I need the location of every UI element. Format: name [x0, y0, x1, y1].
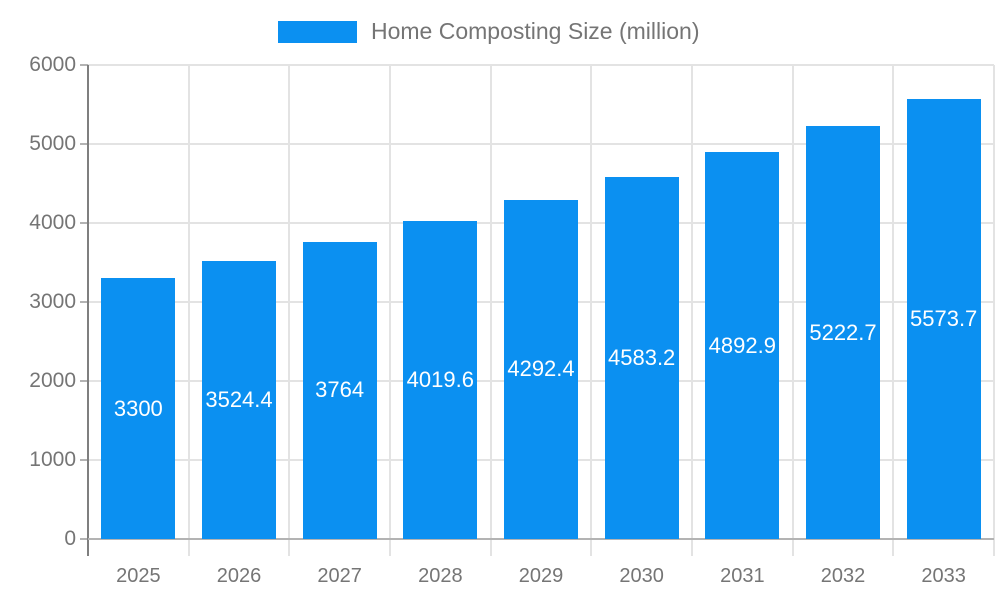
x-tick-mark [791, 539, 794, 556]
x-gridline [892, 65, 895, 539]
y-axis-line [87, 65, 89, 556]
x-tick-mark [993, 539, 995, 556]
x-tick-mark [389, 539, 391, 556]
x-gridline [489, 65, 492, 539]
x-tick-mark [288, 539, 291, 556]
y-tick-mark [80, 538, 88, 540]
legend-label: Home Composting Size (million) [371, 18, 700, 44]
y-tick-mark [80, 222, 88, 224]
x-gridline [791, 65, 794, 539]
x-tick-label: 2027 [317, 565, 362, 587]
y-tick-label: 6000 [29, 53, 76, 76]
y-gridline [88, 64, 994, 66]
y-tick-label: 5000 [29, 132, 76, 155]
y-tick-label: 0 [64, 527, 76, 550]
x-gridline [187, 65, 190, 539]
y-tick-label: 2000 [29, 369, 76, 392]
x-tick-mark [892, 539, 895, 556]
x-gridline [993, 65, 995, 539]
bar-2030[interactable] [604, 176, 679, 539]
x-gridline [288, 65, 291, 539]
y-tick-mark [80, 143, 88, 145]
bar-2029[interactable] [504, 199, 578, 539]
x-tick-mark [590, 539, 593, 556]
x-tick-label: 2032 [820, 565, 866, 587]
bar-2032[interactable] [806, 126, 880, 539]
legend-item[interactable]: Home Composting Size (million) [278, 18, 700, 45]
y-gridline [88, 143, 994, 145]
x-gridline [389, 65, 391, 539]
x-tick-mark [489, 539, 492, 556]
x-tick-label: 2025 [116, 565, 161, 587]
bar-2031[interactable] [705, 152, 780, 539]
bar-2026[interactable] [202, 260, 276, 539]
y-tick-mark [80, 459, 88, 461]
x-axis-baseline [88, 538, 994, 540]
legend-swatch [278, 20, 357, 43]
x-tick-label: 2033 [921, 565, 966, 587]
y-tick-label: 4000 [29, 211, 76, 234]
x-tick-mark [691, 539, 693, 556]
x-gridline [691, 65, 693, 539]
x-tick-label: 2029 [518, 565, 564, 587]
y-tick-mark [80, 64, 88, 66]
bar-2027[interactable] [302, 241, 377, 539]
bar-2033[interactable] [906, 98, 981, 539]
x-gridline [590, 65, 593, 539]
bar-2028[interactable] [403, 221, 478, 539]
x-tick-label: 2030 [619, 565, 664, 587]
y-tick-mark [80, 301, 88, 303]
x-tick-label: 2031 [720, 565, 765, 587]
y-tick-label: 1000 [29, 448, 76, 471]
x-tick-mark [187, 539, 190, 556]
x-tick-label: 2028 [418, 565, 463, 587]
y-tick-label: 3000 [29, 290, 76, 313]
bar-2025[interactable] [101, 278, 176, 539]
x-tick-label: 2026 [216, 565, 262, 587]
y-tick-mark [80, 380, 88, 382]
